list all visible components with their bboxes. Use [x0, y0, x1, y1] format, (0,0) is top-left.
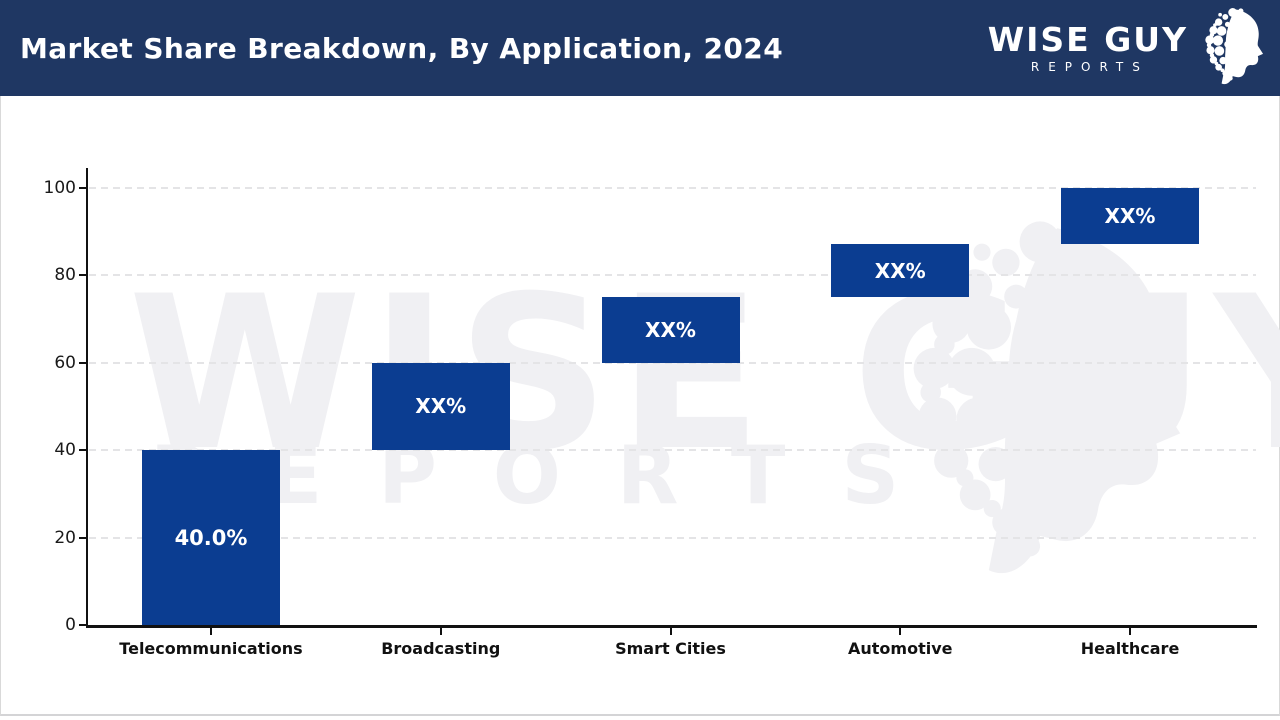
- page-title: Market Share Breakdown, By Application, …: [20, 31, 784, 65]
- y-tick-label: 0: [65, 615, 76, 635]
- brand-logo: WISE GUY REPORTS: [988, 7, 1266, 89]
- y-tick-label: 100: [43, 177, 76, 198]
- bar-value-label: XX%: [415, 394, 467, 419]
- y-tick-label: 40: [54, 440, 76, 460]
- y-tick-label: 60: [54, 352, 76, 373]
- y-axis: [86, 168, 88, 627]
- x-tick: [1129, 628, 1131, 635]
- x-axis: [86, 625, 1257, 628]
- bar-value-label: XX%: [874, 258, 926, 283]
- x-tick: [899, 628, 902, 635]
- y-tick-label: 20: [54, 527, 76, 548]
- y-tick: [79, 274, 87, 276]
- gridline-40: [89, 449, 1256, 451]
- y-tick: [79, 624, 87, 626]
- brand-subname: REPORTS: [1030, 59, 1149, 74]
- x-tick-label: Healthcare: [1080, 639, 1180, 658]
- y-tick-label: 80: [54, 265, 76, 285]
- brand-logo-text: WISE GUY REPORTS: [988, 23, 1188, 74]
- bar-telecommunications: [142, 450, 280, 625]
- bar-automotive: [831, 244, 970, 297]
- y-tick: [79, 449, 87, 451]
- gridline-60: [89, 361, 1256, 364]
- x-tick-label: Smart Cities: [615, 639, 726, 658]
- x-tick: [439, 628, 442, 635]
- gridline-100: [89, 186, 1256, 189]
- bar-value-label: XX%: [645, 317, 696, 342]
- gridline-80: [89, 274, 1256, 276]
- y-tick: [79, 361, 87, 364]
- x-tick-label: Automotive: [848, 639, 953, 658]
- brand-name: WISE GUY: [987, 19, 1188, 59]
- bar-value-label: XX%: [1104, 203, 1156, 228]
- x-tick-label: Telecommunications: [119, 639, 303, 658]
- y-tick: [79, 186, 87, 189]
- y-tick: [79, 536, 87, 539]
- brand-face-icon: [1205, 8, 1264, 85]
- bar-broadcasting: [371, 362, 510, 450]
- x-tick: [210, 628, 212, 635]
- gridline-20: [89, 536, 1256, 539]
- x-tick: [669, 628, 672, 635]
- bar-value-label: 40.0%: [174, 525, 248, 550]
- bar-healthcare: [1061, 187, 1199, 245]
- header-bar: Market Share Breakdown, By Application, …: [0, 0, 1280, 96]
- bar-smart-cities: [601, 296, 740, 363]
- x-tick-label: Broadcasting: [381, 639, 501, 658]
